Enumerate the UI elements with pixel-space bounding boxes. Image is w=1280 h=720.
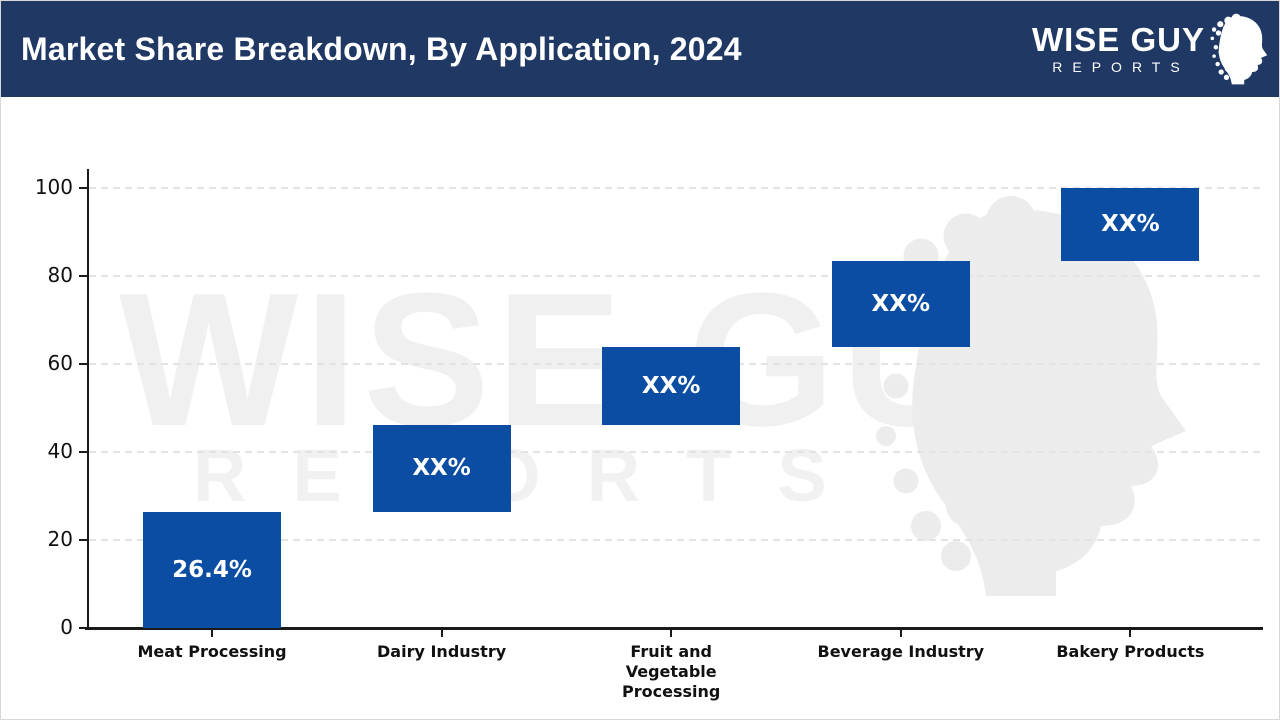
bar-value-label: XX% <box>1101 211 1160 238</box>
x-category-label-meat-processing: Meat Processing <box>137 642 287 661</box>
bar-value-label: 26.4% <box>172 556 252 583</box>
y-tick-label-40: 40 <box>47 439 73 463</box>
bar-dairy-industry: XX% <box>372 425 511 512</box>
gridline-80 <box>89 275 1263 277</box>
y-tick-label-60: 60 <box>47 351 73 375</box>
wiseguy-logo: WISE GUY REPORTS <box>1032 12 1269 86</box>
logo-text: WISE GUY REPORTS <box>1031 20 1205 76</box>
logo-face-icon <box>1210 13 1268 85</box>
bar-value-label: XX% <box>412 455 471 482</box>
y-tick-label-0: 0 <box>60 615 73 639</box>
bar-fruit-and-vegetable-processing: XX% <box>602 346 741 426</box>
x-category-label-dairy-industry: Dairy Industry <box>377 642 507 661</box>
gridline-20 <box>89 539 1263 541</box>
chart-title: Market Share Breakdown, By Application, … <box>21 30 742 67</box>
x-tick-mark <box>211 628 213 637</box>
y-axis-line <box>87 169 89 630</box>
plot-area: 0 20 40 60 80 100 Meat Processing Dairy Industr… <box>1 97 1279 719</box>
bar-meat-processing: 26.4% <box>143 511 281 628</box>
y-tick-mark <box>79 539 87 541</box>
x-axis-line <box>85 627 1263 630</box>
x-tick-mark <box>670 628 673 637</box>
y-tick-mark <box>79 363 87 365</box>
y-tick-mark <box>79 275 87 277</box>
y-tick-label-80: 80 <box>47 263 73 287</box>
bar-beverage-industry: XX% <box>831 260 970 347</box>
chart-canvas: WISE GUY REPORTS 0 20 40 60 80 100 Meat Proces… <box>1 97 1279 719</box>
x-category-label-bakery-products: Bakery Products <box>1056 642 1205 661</box>
bar-value-label: XX% <box>641 372 701 399</box>
x-tick-mark <box>1129 628 1132 637</box>
y-tick-label-20: 20 <box>47 527 73 551</box>
logo-wordmark: WISE GUY <box>1031 20 1205 58</box>
y-tick-mark <box>79 627 87 629</box>
x-category-label-beverage-industry: Beverage Industry <box>817 642 985 661</box>
bar-value-label: XX% <box>871 290 931 317</box>
y-tick-mark <box>79 187 87 189</box>
bar-bakery-products: XX% <box>1061 188 1200 261</box>
header-bar: Market Share Breakdown, By Application, … <box>1 1 1279 97</box>
gridline-40 <box>89 451 1263 453</box>
y-tick-mark <box>79 451 87 453</box>
gridline-100 <box>89 187 1263 189</box>
y-tick-label-100: 100 <box>34 175 73 199</box>
logo-subtext: REPORTS <box>1052 59 1190 76</box>
x-tick-mark <box>899 628 902 637</box>
x-category-label-fruit-and-vegetable-processing: Fruit and Vegetable Processing <box>622 642 721 701</box>
x-tick-mark <box>440 628 443 637</box>
